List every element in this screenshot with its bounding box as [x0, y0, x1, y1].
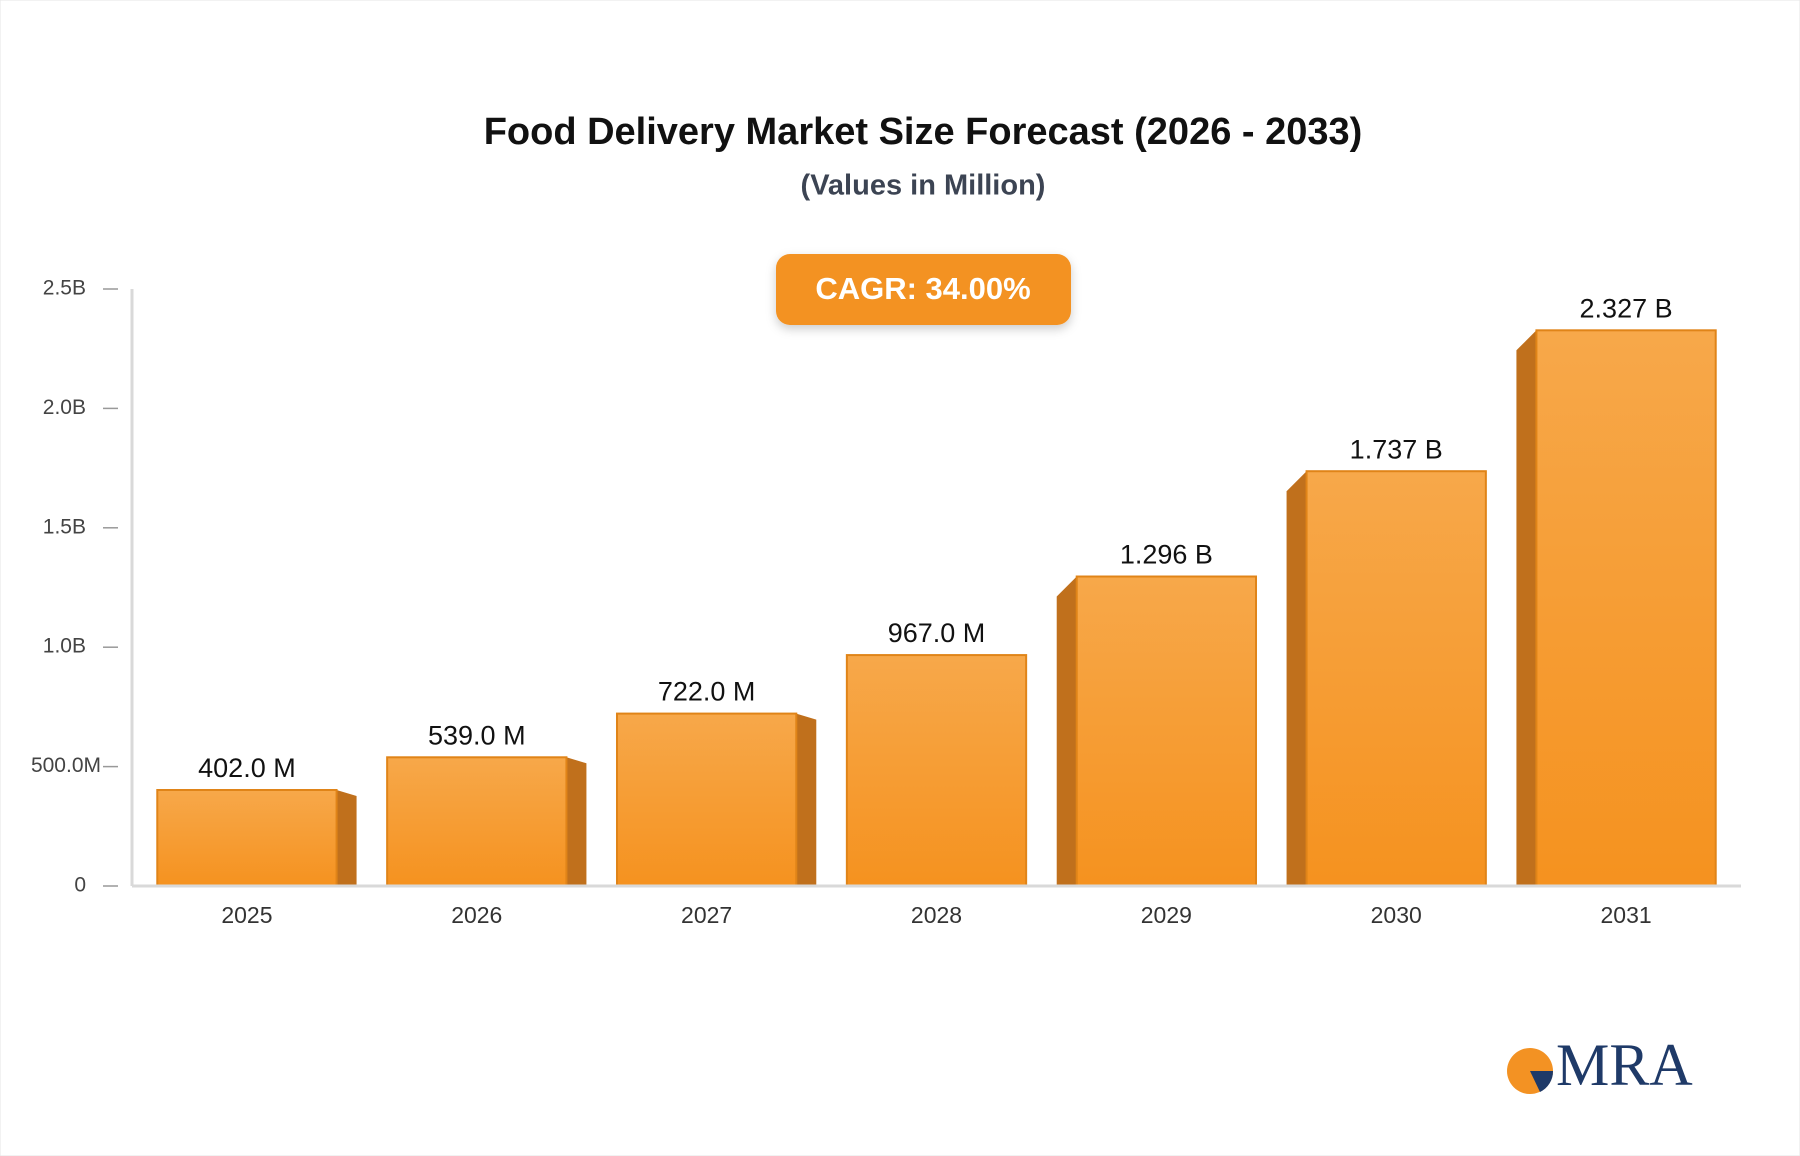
x-tick-label: 2031	[1600, 902, 1651, 928]
bar	[615, 712, 798, 888]
bar-side	[796, 713, 817, 886]
logo-icon-slice	[1530, 1071, 1554, 1092]
y-tick-label: 0	[74, 874, 86, 897]
bar	[1305, 470, 1487, 887]
y-tick-label: 1.0B	[43, 635, 86, 658]
bar-side	[1286, 471, 1307, 886]
chart-subtitle: (Values in Million)	[801, 170, 1046, 202]
bar	[156, 789, 338, 887]
value-label: 2.327 B	[1580, 293, 1673, 323]
x-tick-label: 2029	[1141, 902, 1192, 928]
y-tick-label: 500.0M	[31, 754, 101, 777]
y-tick-label: 2.0B	[43, 396, 86, 419]
value-label: 402.0 M	[198, 753, 296, 783]
logo-text: MRA	[1556, 1032, 1693, 1098]
y-tick-label: 1.5B	[43, 515, 86, 538]
bar	[845, 654, 1028, 887]
bar-side	[1516, 330, 1537, 887]
x-tick-label: 2025	[221, 902, 272, 928]
cagr-label: CAGR: 34.00%	[815, 271, 1030, 306]
value-label: 539.0 M	[428, 720, 526, 750]
value-label: 722.0 M	[658, 677, 756, 707]
x-tick-label: 2028	[911, 902, 962, 928]
bar	[1535, 329, 1717, 888]
chart-title: Food Delivery Market Size Forecast (2026…	[484, 111, 1363, 153]
bar	[1075, 575, 1258, 887]
x-tick-label: 2030	[1371, 902, 1422, 928]
bar	[386, 756, 568, 887]
bar-side	[336, 790, 357, 886]
bar-side	[566, 757, 587, 886]
value-label: 1.737 B	[1350, 434, 1443, 464]
x-tick-label: 2026	[451, 902, 502, 928]
x-tick-label: 2027	[681, 902, 732, 928]
cagr-box	[776, 254, 1071, 325]
y-tick-label: 2.5B	[43, 277, 86, 300]
value-label: 1.296 B	[1120, 540, 1213, 570]
logo: MRA	[1507, 1032, 1693, 1098]
bar-side	[1056, 576, 1077, 886]
value-label: 967.0 M	[888, 618, 986, 648]
